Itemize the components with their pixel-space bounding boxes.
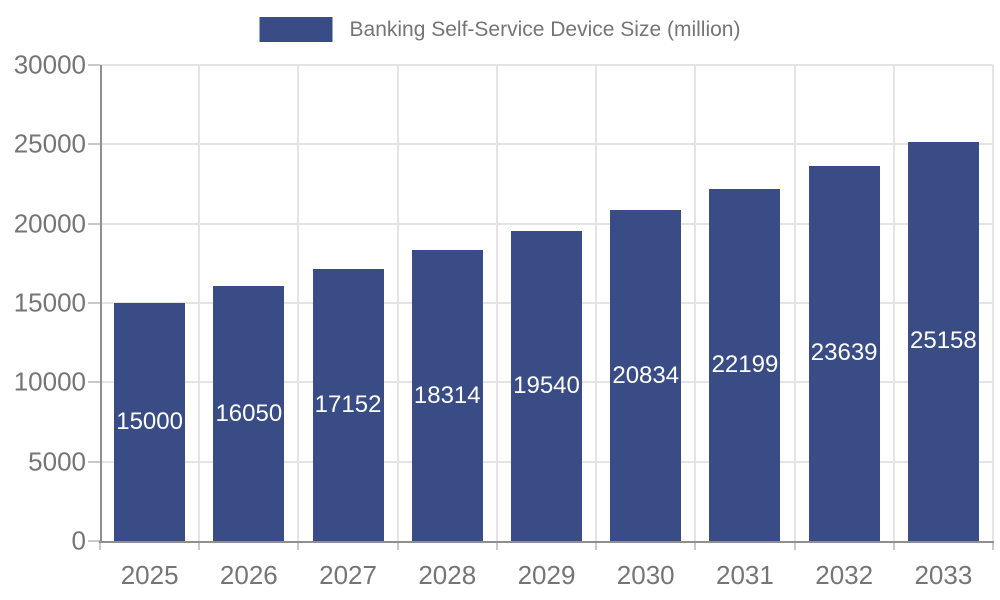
y-axis-tick	[88, 143, 100, 146]
y-axis-label: 30000	[13, 49, 86, 80]
bar-2030	[610, 210, 682, 541]
x-axis-tick	[694, 541, 697, 550]
x-axis-tick	[595, 541, 598, 550]
bar-2031	[709, 188, 781, 541]
y-axis-tick	[88, 302, 100, 304]
bar-value-label: 25158	[910, 327, 977, 355]
x-axis-label: 2031	[716, 560, 774, 590]
bar-2029	[511, 230, 582, 541]
legend-item[interactable]: Banking Self-Service Device Size (millio…	[259, 17, 741, 42]
y-axis-label: 25000	[13, 128, 86, 159]
bar-2028	[411, 250, 483, 541]
bar-2033	[907, 141, 979, 541]
x-axis-tick	[495, 541, 498, 550]
bar-value-label: 15000	[116, 408, 183, 435]
x-gridline	[396, 65, 399, 541]
x-gridline	[793, 65, 796, 541]
x-axis-tick	[396, 541, 399, 550]
bar-value-label: 22199	[711, 350, 779, 378]
bar-value-label: 23639	[810, 339, 878, 367]
x-axis-tick	[99, 541, 101, 550]
x-gridline	[297, 65, 300, 541]
y-axis-label: 0	[71, 525, 86, 556]
y-axis-tick	[88, 460, 100, 463]
bar-2026	[213, 286, 285, 541]
x-axis-label: 2025	[120, 560, 179, 590]
x-axis-label: 2026	[219, 560, 278, 590]
bar-value-label: 19540	[513, 371, 580, 399]
y-gridline	[100, 222, 993, 225]
y-axis-line	[100, 65, 102, 543]
y-axis-tick	[88, 222, 100, 225]
x-axis-tick	[198, 541, 201, 550]
y-gridline	[100, 64, 993, 66]
bar-value-label: 20834	[612, 361, 680, 389]
x-axis-label: 2028	[418, 560, 477, 590]
x-axis-tick	[297, 541, 300, 550]
y-axis-label: 15000	[13, 287, 86, 318]
y-axis-tick	[88, 381, 100, 384]
x-axis-label: 2029	[517, 560, 576, 590]
legend-label: Banking Self-Service Device Size (millio…	[349, 18, 741, 41]
x-axis-label: 2027	[319, 560, 377, 590]
x-axis-tick	[793, 541, 796, 550]
y-axis-label: 10000	[13, 366, 86, 397]
y-axis-tick	[88, 540, 100, 542]
bar-value-label: 18314	[413, 381, 481, 409]
x-axis-label: 2033	[914, 560, 973, 590]
y-gridline	[100, 143, 993, 146]
x-axis-line	[99, 541, 994, 543]
y-axis-label: 20000	[13, 208, 86, 239]
x-axis-label: 2030	[616, 560, 675, 590]
legend-swatch	[259, 17, 333, 42]
x-gridline	[892, 65, 895, 541]
x-gridline	[495, 65, 498, 541]
x-gridline	[198, 65, 201, 541]
x-axis-label: 2032	[815, 560, 874, 590]
bar-2027	[312, 268, 384, 541]
bar-value-label: 17152	[314, 390, 382, 418]
bar-2025	[114, 303, 186, 541]
x-axis-tick	[892, 541, 895, 550]
y-axis-tick	[88, 64, 100, 66]
x-gridline	[992, 65, 994, 541]
x-gridline	[595, 65, 598, 541]
x-axis-tick	[992, 541, 994, 550]
bar-2032	[808, 165, 880, 541]
bar-value-label: 16050	[215, 399, 283, 427]
y-axis-label: 5000	[28, 446, 86, 477]
x-gridline	[694, 65, 697, 541]
